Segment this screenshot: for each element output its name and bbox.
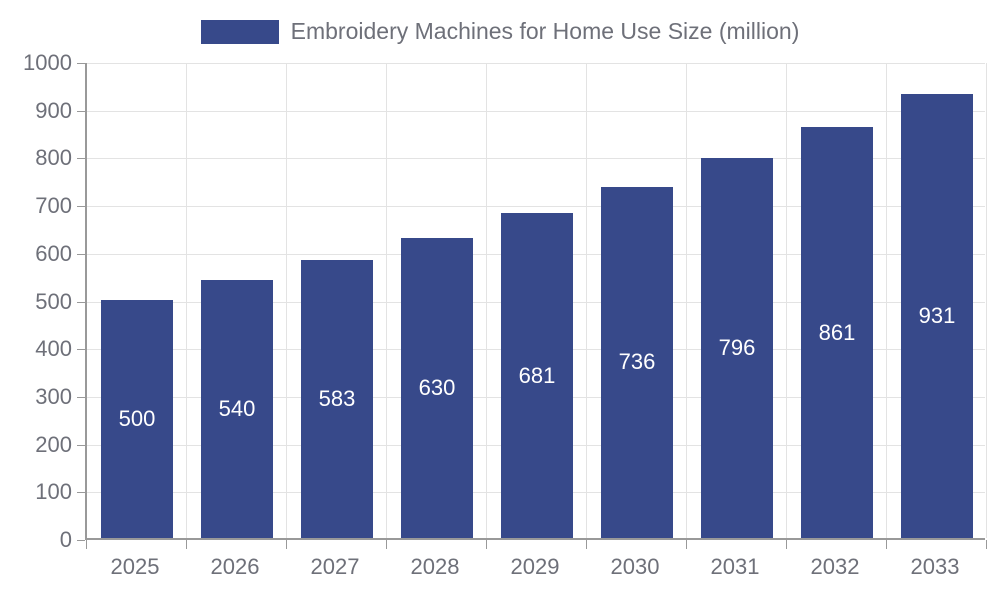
y-axis-tick — [77, 396, 85, 398]
y-axis-tick — [77, 444, 85, 446]
gridline-vertical — [886, 63, 887, 538]
x-axis-tick-label: 2025 — [110, 554, 160, 579]
x-axis-tick — [486, 540, 487, 549]
gridline-vertical — [286, 63, 287, 538]
bar-2033[interactable]: 931 — [901, 93, 973, 538]
x-axis-tick-label: 2032 — [810, 554, 860, 579]
y-axis-tick — [77, 63, 85, 64]
bar-value-label: 796 — [718, 335, 756, 361]
y-axis-tick-label: 500 — [35, 288, 72, 314]
bar-value-label: 681 — [518, 362, 556, 388]
y-axis-tick — [77, 540, 85, 541]
gridline-vertical — [986, 63, 987, 538]
gridline-horizontal — [87, 206, 985, 208]
x-axis-tick — [286, 540, 287, 549]
y-axis-tick-label: 900 — [35, 97, 72, 123]
y-axis-tick-label: 800 — [35, 145, 72, 171]
bar-value-label: 861 — [818, 319, 856, 345]
y-axis-tick-label: 600 — [35, 240, 72, 266]
y-axis-tick-label: 200 — [35, 431, 72, 457]
x-axis-tick — [686, 540, 687, 549]
plot-area: 500 540 583 630 681 736 796 861 931 — [77, 63, 987, 549]
bar-2028[interactable]: 630 — [401, 237, 473, 538]
y-axis-tick — [77, 158, 85, 160]
x-axis-tick — [786, 540, 787, 549]
x-axis-tick-label: 2027 — [310, 554, 360, 579]
bar-value-label: 500 — [118, 405, 156, 431]
y-axis-tick — [77, 492, 85, 494]
bar-2031[interactable]: 796 — [701, 158, 773, 538]
x-axis-tick-label: 2029 — [510, 554, 560, 579]
x-axis-tick — [886, 540, 887, 549]
x-axis-tick — [586, 540, 587, 549]
y-axis-tick-label: 400 — [35, 336, 72, 362]
bar-value-label: 583 — [318, 385, 356, 411]
gridline-vertical — [486, 63, 487, 538]
bar-value-label: 540 — [218, 396, 256, 422]
y-axis-tick — [77, 301, 85, 303]
y-axis-tick — [77, 110, 85, 112]
x-axis-tick-label: 2026 — [210, 554, 260, 579]
y-axis-tick — [77, 253, 85, 255]
legend[interactable]: Embroidery Machines for Home Use Size (m… — [0, 18, 1000, 45]
gridline-vertical — [686, 63, 687, 538]
legend-label: Embroidery Machines for Home Use Size (m… — [290, 18, 800, 44]
y-axis-tick — [77, 206, 85, 208]
x-axis-tick-label: 2031 — [710, 554, 760, 579]
x-axis-tick-label: 2033 — [910, 554, 960, 579]
bar-value-label: 736 — [618, 349, 656, 375]
bar-2032[interactable]: 861 — [801, 127, 873, 538]
x-axis-tick — [986, 540, 987, 549]
gridline-horizontal — [87, 63, 985, 64]
bar-2025[interactable]: 500 — [101, 299, 173, 538]
y-axis-tick — [77, 349, 85, 351]
x-axis-tick — [186, 540, 187, 549]
x-axis-tick — [86, 540, 87, 549]
gridline-vertical — [186, 63, 187, 538]
bar-2026[interactable]: 540 — [201, 280, 273, 538]
bar-2027[interactable]: 583 — [301, 259, 373, 538]
x-axis-tick — [386, 540, 387, 549]
x-axis-tick-label: 2028 — [410, 554, 460, 579]
y-axis-tick-label: 700 — [35, 193, 72, 219]
gridline-vertical — [786, 63, 787, 538]
bar-value-label: 630 — [418, 374, 456, 400]
y-axis-tick-label: 0 — [59, 527, 72, 552]
bar-value-label: 931 — [918, 302, 956, 328]
bar-2030[interactable]: 736 — [601, 186, 673, 538]
gridline-horizontal — [87, 158, 985, 160]
gridline-vertical — [386, 63, 387, 538]
y-axis-tick-label: 300 — [35, 383, 72, 409]
y-axis-tick-label: 1000 — [23, 50, 72, 75]
legend-swatch — [200, 19, 279, 44]
gridline-vertical — [586, 63, 587, 538]
bar-2029[interactable]: 681 — [501, 213, 573, 538]
y-axis-tick-label: 100 — [35, 479, 72, 505]
x-axis-tick-label: 2030 — [610, 554, 660, 579]
gridline-horizontal — [87, 110, 985, 112]
